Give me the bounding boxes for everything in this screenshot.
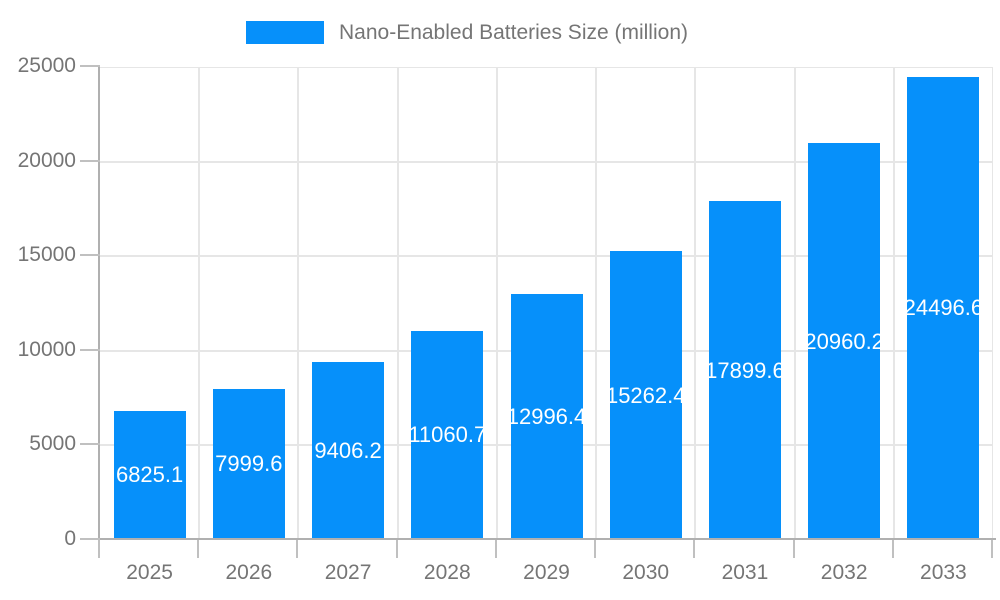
bar-2028[interactable]: 11060.7 [411, 330, 484, 540]
y-tick-label: 20000 [17, 148, 76, 172]
x-tick-mark [693, 540, 696, 558]
y-tick-label: 15000 [17, 243, 76, 267]
x-tick-mark [891, 540, 894, 558]
bar-value-label: 12996.4 [510, 404, 583, 430]
bar-2029[interactable]: 12996.4 [510, 294, 583, 540]
y-axis-line [98, 67, 100, 540]
y-tick-mark [80, 538, 100, 540]
y-tick-label: 5000 [29, 432, 76, 456]
x-tick-mark [296, 540, 299, 558]
legend-item[interactable]: Nano-Enabled Batteries Size (million) [246, 20, 688, 45]
v-gridline [396, 67, 399, 540]
x-tick-mark [991, 540, 993, 558]
v-gridline [992, 67, 993, 540]
x-tick-label: 2025 [126, 561, 173, 584]
x-tick-label: 2030 [622, 561, 670, 584]
bar-value-label: 11060.7 [411, 422, 484, 448]
bar-2033[interactable]: 24496.6 [907, 76, 980, 540]
x-tick-label: 2028 [423, 561, 471, 584]
y-tick-mark [80, 159, 100, 162]
v-gridline [595, 67, 598, 540]
bar-2031[interactable]: 17899.6 [708, 201, 781, 540]
x-tick-mark [197, 540, 200, 558]
bar-2030[interactable]: 15262.4 [609, 251, 682, 540]
y-tick-mark [80, 65, 100, 67]
v-gridline [198, 67, 201, 540]
y-tick-mark [80, 254, 100, 257]
v-gridline [297, 67, 300, 540]
y-tick-label: 0 [64, 527, 76, 550]
x-tick-label: 2033 [920, 561, 967, 584]
bar-2027[interactable]: 9406.2 [312, 362, 385, 540]
bar-2026[interactable]: 7999.6 [212, 388, 285, 540]
bar-value-label: 15262.4 [609, 382, 682, 408]
bar-value-label: 6825.1 [115, 462, 184, 488]
legend-swatch-icon [246, 21, 324, 44]
x-tick-label: 2032 [820, 561, 868, 584]
bar-value-label: 7999.6 [215, 451, 283, 477]
x-tick-label: 2027 [324, 561, 372, 584]
v-gridline [793, 67, 796, 540]
x-tick-mark [395, 540, 398, 558]
bar-value-label: 24496.6 [907, 295, 980, 321]
x-tick-label: 2031 [721, 561, 769, 584]
y-tick-mark [80, 348, 100, 351]
h-gridline [100, 67, 993, 68]
v-gridline [892, 67, 895, 540]
x-tick-mark [792, 540, 795, 558]
x-tick-label: 2029 [523, 561, 570, 584]
y-tick-mark [80, 443, 100, 446]
x-axis-line [80, 538, 996, 540]
x-tick-label: 2026 [225, 561, 273, 584]
bar-2025[interactable]: 6825.1 [113, 410, 186, 540]
bar-value-label: 20960.2 [808, 328, 881, 354]
legend-label: Nano-Enabled Batteries Size (million) [339, 21, 688, 44]
v-gridline [694, 67, 697, 540]
y-tick-label: 25000 [17, 54, 76, 77]
plot-area: 6825.1 7999.6 9406.2 11060.7 12996.4 15262.4 1… [100, 67, 993, 540]
bar-value-label: 9406.2 [314, 438, 382, 464]
x-tick-mark [98, 540, 100, 558]
bar-2032[interactable]: 20960.2 [808, 143, 881, 540]
x-tick-mark [494, 540, 497, 558]
y-tick-label: 10000 [17, 337, 76, 361]
bar-value-label: 17899.6 [708, 357, 781, 383]
x-tick-mark [594, 540, 597, 558]
v-gridline [495, 67, 498, 540]
